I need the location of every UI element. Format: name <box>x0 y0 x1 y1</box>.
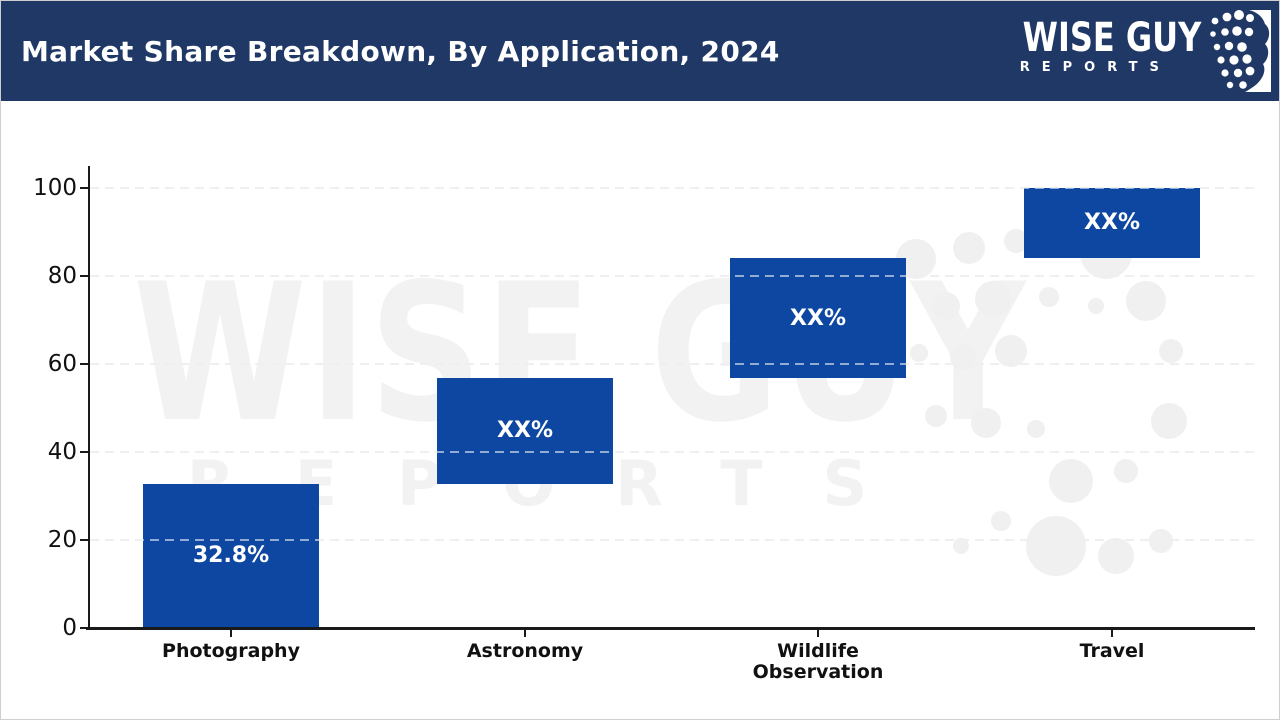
gridline-overlay <box>90 539 1255 541</box>
y-axis-tick-label: 100 <box>33 175 77 201</box>
x-axis-category-label: Astronomy <box>466 640 584 662</box>
y-axis-tick-mark <box>80 539 90 541</box>
brand-name: WISE GUY <box>1022 15 1201 61</box>
y-axis-line <box>88 166 90 630</box>
y-axis-tick-mark <box>80 451 90 453</box>
bar-photography: 32.8% <box>143 483 319 628</box>
y-axis-tick-mark <box>80 363 90 365</box>
gridline-overlay <box>90 187 1255 189</box>
brand-logo: WISE GUY REPORTS <box>1017 7 1271 95</box>
page-title: Market Share Breakdown, By Application, … <box>21 34 780 68</box>
x-axis-category-label: Travel <box>1079 640 1145 662</box>
y-axis-tick-label: 0 <box>62 615 77 641</box>
y-axis-tick-label: 20 <box>47 527 77 553</box>
y-axis-tick-mark <box>80 275 90 277</box>
y-axis-tick-label: 40 <box>47 439 77 465</box>
brand-subname: REPORTS <box>1019 60 1171 75</box>
bar-value-label: XX% <box>497 418 553 444</box>
x-axis-tick-mark <box>524 630 526 637</box>
y-axis-tick-mark <box>80 627 90 629</box>
header-bar: Market Share Breakdown, By Application, … <box>1 1 1279 101</box>
bar-wildlife-observation: XX% <box>730 257 906 379</box>
brand-face-icon <box>1210 10 1271 92</box>
bar-value-label: 32.8% <box>192 543 270 569</box>
bar-astronomy: XX% <box>437 378 613 484</box>
x-axis-line <box>86 627 1255 630</box>
y-axis-tick-label: 80 <box>47 263 77 289</box>
x-axis-tick-mark <box>230 630 232 637</box>
x-axis-tick-mark <box>817 630 819 637</box>
brand-logo-text: WISE GUY REPORTS <box>978 17 1201 75</box>
gridline-overlay <box>90 363 1255 365</box>
bar-value-label: XX% <box>1084 210 1140 236</box>
bar-value-label: XX% <box>790 305 846 331</box>
x-axis-tick-mark <box>1111 630 1113 637</box>
y-axis-tick-mark <box>80 187 90 189</box>
gridline-overlay <box>90 275 1255 277</box>
x-axis-category-label: Photography <box>162 640 300 662</box>
x-axis-category-label: Wildlife Observation <box>752 640 884 683</box>
y-axis-tick-label: 60 <box>47 351 77 377</box>
bar-travel: XX% <box>1024 188 1200 258</box>
gridline-overlay <box>90 451 1255 453</box>
